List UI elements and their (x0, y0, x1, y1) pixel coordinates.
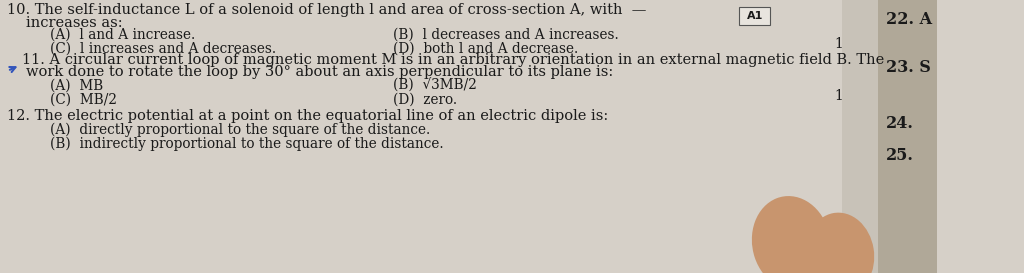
Text: (C)  l increases and A decreases.: (C) l increases and A decreases. (50, 42, 276, 56)
Text: 10. The self-inductance L of a solenoid of length l and area of cross-section A,: 10. The self-inductance L of a solenoid … (7, 3, 647, 17)
Text: 12. The electric potential at a point on the equatorial line of an electric dipo: 12. The electric potential at a point on… (7, 109, 608, 123)
Text: 1: 1 (835, 89, 843, 103)
Text: (B)  √3MB/2: (B) √3MB/2 (393, 79, 477, 93)
Text: 1: 1 (835, 37, 843, 51)
Text: (D)  zero.: (D) zero. (393, 93, 458, 107)
Text: (B)  l decreases and A increases.: (B) l decreases and A increases. (393, 28, 620, 42)
Ellipse shape (752, 196, 830, 273)
Text: work done to rotate the loop by 30° about an axis perpendicular to its plane is:: work done to rotate the loop by 30° abou… (26, 65, 613, 79)
Text: (A)  MB: (A) MB (50, 79, 103, 93)
Text: (B)  indirectly proportional to the square of the distance.: (B) indirectly proportional to the squar… (50, 137, 444, 151)
Text: (A)  l and A increase.: (A) l and A increase. (50, 28, 196, 42)
Text: (C)  MB/2: (C) MB/2 (50, 93, 118, 107)
Text: 22. A: 22. A (886, 10, 932, 28)
Bar (842, 0, 879, 273)
Text: (A)  directly proportional to the square of the distance.: (A) directly proportional to the square … (50, 123, 430, 137)
Text: 11. A circular current loop of magnetic moment M is in an arbitrary orientation : 11. A circular current loop of magnetic … (22, 53, 884, 67)
Text: 23. S: 23. S (886, 60, 931, 76)
Text: A1: A1 (746, 11, 763, 21)
Bar (739, 7, 770, 25)
Text: 24.: 24. (886, 114, 913, 132)
Text: increases as:: increases as: (26, 16, 122, 30)
Ellipse shape (805, 213, 874, 273)
Bar (879, 0, 937, 273)
Text: (D)  both l and A decrease.: (D) both l and A decrease. (393, 42, 579, 56)
Text: 25.: 25. (886, 147, 913, 164)
